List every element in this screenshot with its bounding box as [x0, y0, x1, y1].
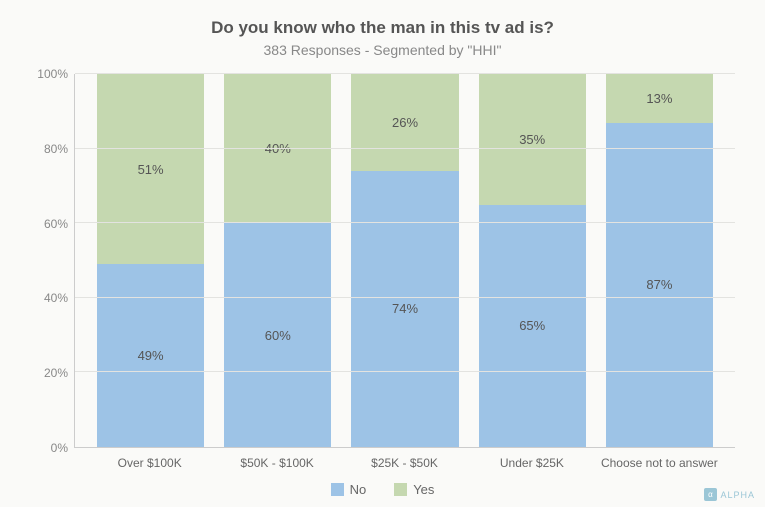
bar-segment-no: 60% — [224, 223, 331, 447]
y-tick-label: 20% — [44, 366, 68, 380]
x-tick-label: Over $100K — [90, 456, 209, 470]
legend-label: Yes — [413, 482, 434, 497]
bar-segment-no: 49% — [97, 264, 204, 447]
watermark-text: ALPHA — [720, 490, 755, 500]
y-tick-label: 80% — [44, 142, 68, 156]
x-tick-label: $25K - $50K — [345, 456, 464, 470]
bar-segment-yes: 40% — [224, 74, 331, 223]
bar-segment-no: 74% — [351, 171, 458, 447]
bar-segment-yes: 26% — [351, 74, 458, 171]
bar: 13%87% — [606, 74, 713, 447]
bars-region: 51%49%40%60%26%74%35%65%13%87% — [74, 74, 735, 448]
bar: 51%49% — [97, 74, 204, 447]
chart-title: Do you know who the man in this tv ad is… — [30, 18, 735, 38]
watermark: α ALPHA — [704, 488, 755, 501]
bar-segment-no: 87% — [606, 123, 713, 448]
y-tick-label: 40% — [44, 291, 68, 305]
bar: 26%74% — [351, 74, 458, 447]
x-axis-labels: Over $100K $50K - $100K $25K - $50K Under $… — [30, 448, 735, 470]
chart-container: Do you know who the man in this tv ad is… — [0, 0, 765, 507]
x-tick-label: Under $25K — [472, 456, 591, 470]
gridline — [75, 371, 735, 372]
bar-segment-yes: 35% — [479, 74, 586, 205]
bar-segment-yes: 13% — [606, 74, 713, 122]
y-tick-label: 60% — [44, 217, 68, 231]
gridline — [75, 148, 735, 149]
y-tick-label: 0% — [51, 441, 68, 455]
bars-row: 51%49%40%60%26%74%35%65%13%87% — [75, 74, 735, 447]
legend: No Yes — [30, 470, 735, 497]
gridline — [75, 73, 735, 74]
plot-area: 0%20%40%60%80%100% 51%49%40%60%26%74%35%… — [30, 74, 735, 448]
x-tick-label: $50K - $100K — [217, 456, 336, 470]
legend-item: Yes — [394, 482, 434, 497]
legend-label: No — [350, 482, 367, 497]
legend-item: No — [331, 482, 367, 497]
y-axis: 0%20%40%60%80%100% — [30, 74, 74, 448]
legend-swatch — [331, 483, 344, 496]
y-tick-label: 100% — [37, 67, 68, 81]
chart-subtitle: 383 Responses - Segmented by "HHI" — [30, 42, 735, 58]
legend-swatch — [394, 483, 407, 496]
x-tick-label: Choose not to answer — [600, 456, 719, 470]
watermark-icon: α — [704, 488, 717, 501]
bar: 40%60% — [224, 74, 331, 447]
bar-segment-no: 65% — [479, 205, 586, 447]
gridline — [75, 297, 735, 298]
bar-segment-yes: 51% — [97, 74, 204, 264]
bar: 35%65% — [479, 74, 586, 447]
gridline — [75, 222, 735, 223]
